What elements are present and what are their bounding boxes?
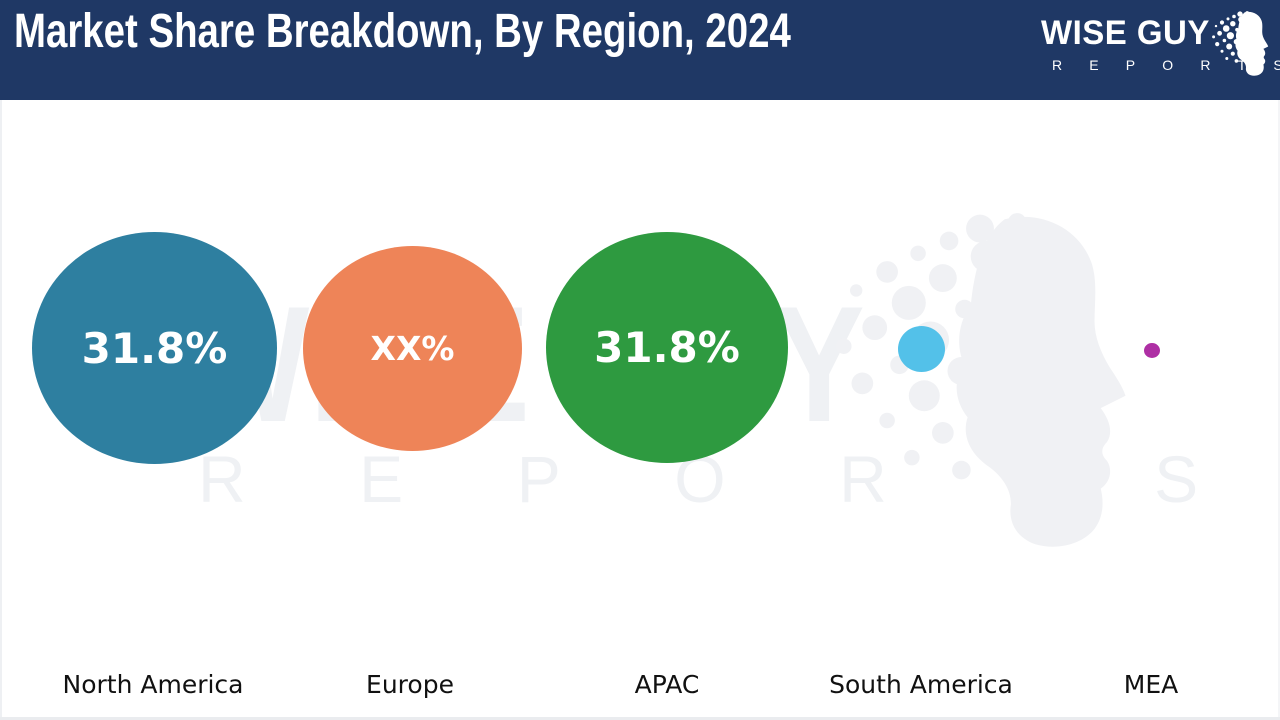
brand-reports-text: R E P O R T S	[1052, 57, 1280, 73]
brand-face-icon	[1210, 8, 1270, 82]
header-bar: Market Share Breakdown, By Region, 2024 …	[0, 0, 1280, 100]
page-title: Market Share Breakdown, By Region, 2024	[14, 5, 791, 58]
bubble-apac-value: 31.8%	[594, 323, 740, 372]
bubble-europe-value: XX%	[370, 329, 455, 368]
bubble-mea	[1144, 343, 1160, 358]
watermark-reports-text: R E P O R T S	[198, 442, 1253, 516]
brand-logo: WISE GUY R E P O R T S	[1034, 0, 1280, 100]
bubble-apac: 31.8%	[546, 232, 788, 463]
bubble-europe: XX%	[303, 246, 522, 451]
category-label-mea: MEA	[1123, 670, 1179, 699]
bubble-north-america-value: 31.8%	[81, 323, 228, 373]
category-label-europe: Europe	[366, 670, 454, 699]
category-label-north-america: North America	[62, 670, 244, 699]
bubble-south-america	[898, 326, 945, 372]
watermark-face-logo-icon	[790, 210, 1170, 566]
category-label-apac: APAC	[634, 670, 700, 699]
bubble-north-america: 31.8%	[32, 232, 277, 464]
category-label-south-america: South America	[829, 670, 1013, 699]
brand-wordmark: WISE GUY	[1041, 14, 1210, 52]
